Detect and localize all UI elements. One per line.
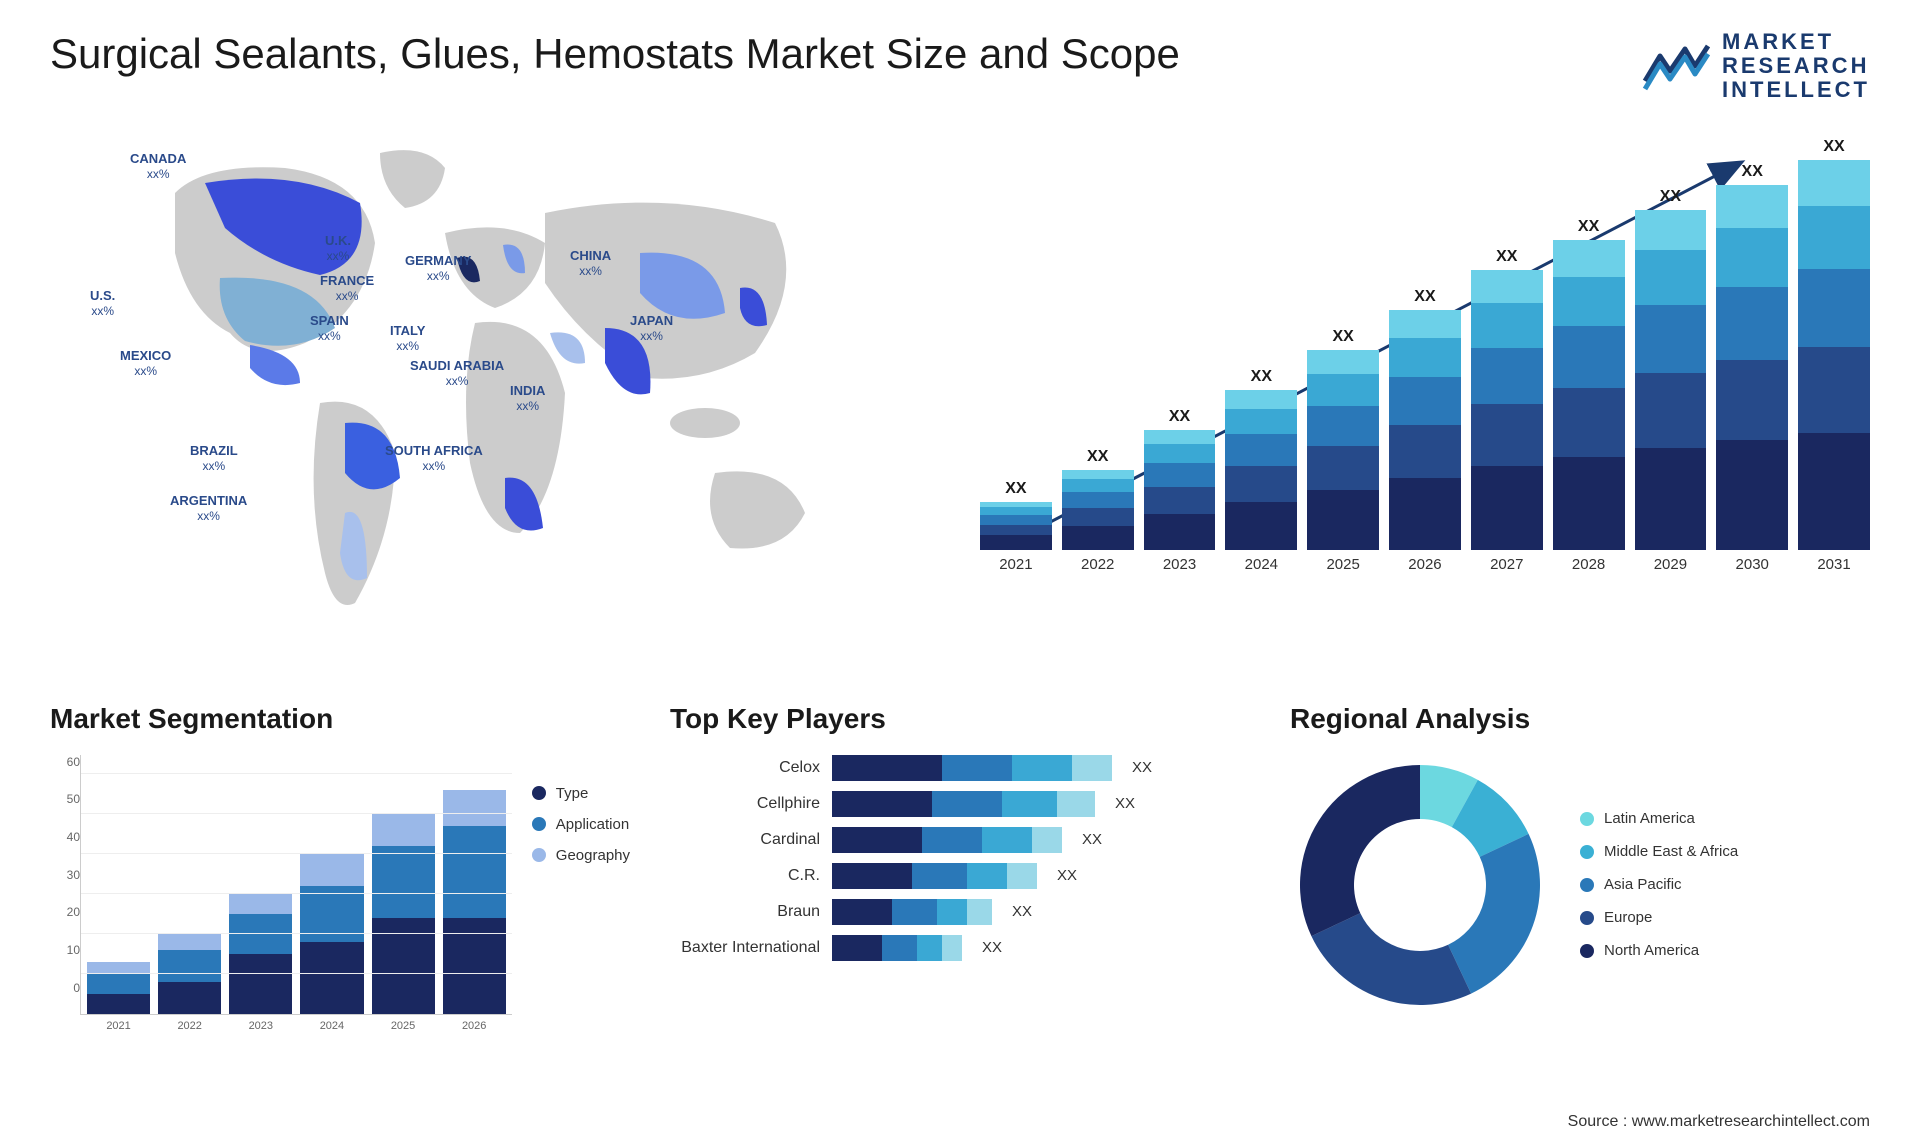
world-map-panel: CANADAxx% U.S.xx% MEXICOxx% BRAZILxx% ARGENT…	[50, 133, 940, 653]
map-label-mexico: MEXICOxx%	[120, 348, 171, 379]
segmentation-title: Market Segmentation	[50, 703, 630, 735]
map-label-spain: SPAINxx%	[310, 313, 349, 344]
seg-y-axis: 6050403020100	[50, 755, 80, 1015]
donut-slice-asiapacific	[1448, 833, 1540, 993]
map-label-italy: ITALYxx%	[390, 323, 425, 354]
regional-panel: Regional Analysis Latin America Middle Ea…	[1290, 703, 1870, 1015]
seg-bar-2021: 2021	[87, 962, 150, 1014]
reg-legend-latinamerica: Latin America	[1580, 810, 1738, 827]
map-label-india: INDIAxx%	[510, 383, 545, 414]
map-label-uk: U.K.xx%	[325, 233, 351, 264]
map-label-china: CHINAxx%	[570, 248, 611, 279]
map-saudi	[550, 332, 585, 363]
page-title: Surgical Sealants, Glues, Hemostats Mark…	[50, 30, 1180, 78]
world-map-svg	[50, 133, 940, 653]
logo: MARKET RESEARCH INTELLECT	[1640, 30, 1870, 103]
player-celox: CeloxXX	[670, 755, 1250, 781]
seg-bar-2025: 2025	[372, 814, 435, 1014]
map-label-canada: CANADAxx%	[130, 151, 186, 182]
main-chart-panel: XX2021XX2022XX2023XX2024XX2025XX2026XX20…	[980, 133, 1870, 653]
top-row: CANADAxx% U.S.xx% MEXICOxx% BRAZILxx% ARGENT…	[50, 133, 1870, 653]
seg-legend-geography: Geography	[532, 847, 630, 864]
main-bar-2031: XX2031	[1798, 138, 1870, 573]
segmentation-chart: 6050403020100 202120222023202420252026 T…	[50, 755, 630, 1015]
seg-bar-2023: 2023	[229, 894, 292, 1014]
seg-legend-type: Type	[532, 785, 630, 802]
seg-legend-application: Application	[532, 816, 630, 833]
main-bar-2023: XX2023	[1144, 408, 1216, 573]
reg-legend-northamerica: North America	[1580, 942, 1738, 959]
donut-slice-northamerica	[1300, 765, 1420, 936]
map-label-france: FRANCExx%	[320, 273, 374, 304]
reg-legend-asiapacific: Asia Pacific	[1580, 876, 1738, 893]
seg-bar-2026: 2026	[443, 790, 506, 1014]
logo-text: MARKET RESEARCH INTELLECT	[1722, 30, 1870, 103]
main-bar-2021: XX2021	[980, 480, 1052, 573]
map-label-germany: GERMANYxx%	[405, 253, 471, 284]
player-cardinal: CardinalXX	[670, 827, 1250, 853]
world-map: CANADAxx% U.S.xx% MEXICOxx% BRAZILxx% ARGENT…	[50, 133, 940, 653]
reg-legend-middleeastafrica: Middle East & Africa	[1580, 843, 1738, 860]
main-bar-chart: XX2021XX2022XX2023XX2024XX2025XX2026XX20…	[980, 133, 1870, 573]
map-label-brazil: BRAZILxx%	[190, 443, 238, 474]
main-bar-2027: XX2027	[1471, 248, 1543, 573]
seg-legend: Type Application Geography	[532, 755, 630, 1015]
main-bar-2026: XX2026	[1389, 288, 1461, 573]
map-mexico	[250, 345, 300, 385]
players-chart: CeloxXX CellphireXX CardinalXX C.R.XX BraunX…	[670, 755, 1250, 961]
main-bar-2025: XX2025	[1307, 328, 1379, 573]
main-bar-2028: XX2028	[1553, 218, 1625, 573]
map-label-saudiarabia: SAUDI ARABIAxx%	[410, 358, 504, 389]
reg-legend-europe: Europe	[1580, 909, 1738, 926]
player-cr: C.R.XX	[670, 863, 1250, 889]
player-braun: BraunXX	[670, 899, 1250, 925]
main-bar-2024: XX2024	[1225, 368, 1297, 573]
source-text: Source : www.marketresearchintellect.com	[1568, 1113, 1870, 1131]
map-label-argentina: ARGENTINAxx%	[170, 493, 247, 524]
main-bar-2029: XX2029	[1635, 188, 1707, 573]
seg-bar-2022: 2022	[158, 934, 221, 1014]
regional-title: Regional Analysis	[1290, 703, 1870, 735]
logo-icon	[1640, 41, 1710, 91]
donut-slice-europe	[1311, 913, 1471, 1005]
player-cellphire: CellphireXX	[670, 791, 1250, 817]
main-bar-2030: XX2030	[1716, 163, 1788, 573]
segmentation-panel: Market Segmentation 6050403020100 202120…	[50, 703, 630, 1015]
bottom-row: Market Segmentation 6050403020100 202120…	[50, 703, 1870, 1015]
players-panel: Top Key Players CeloxXX CellphireXX Cardin…	[670, 703, 1250, 1015]
main-bar-2022: XX2022	[1062, 448, 1134, 573]
players-title: Top Key Players	[670, 703, 1250, 735]
regional-legend: Latin America Middle East & Africa Asia Pa…	[1580, 810, 1738, 959]
seg-plot: 202120222023202420252026	[80, 755, 512, 1015]
map-label-us: U.S.xx%	[90, 288, 115, 319]
regional-chart: Latin America Middle East & Africa Asia Pa…	[1290, 755, 1870, 1015]
donut-chart	[1290, 755, 1550, 1015]
map-label-japan: JAPANxx%	[630, 313, 673, 344]
player-baxterinternational: Baxter InternationalXX	[670, 935, 1250, 961]
map-label-southafrica: SOUTH AFRICAxx%	[385, 443, 483, 474]
seg-bar-2024: 2024	[300, 854, 363, 1014]
header: Surgical Sealants, Glues, Hemostats Mark…	[50, 30, 1870, 103]
